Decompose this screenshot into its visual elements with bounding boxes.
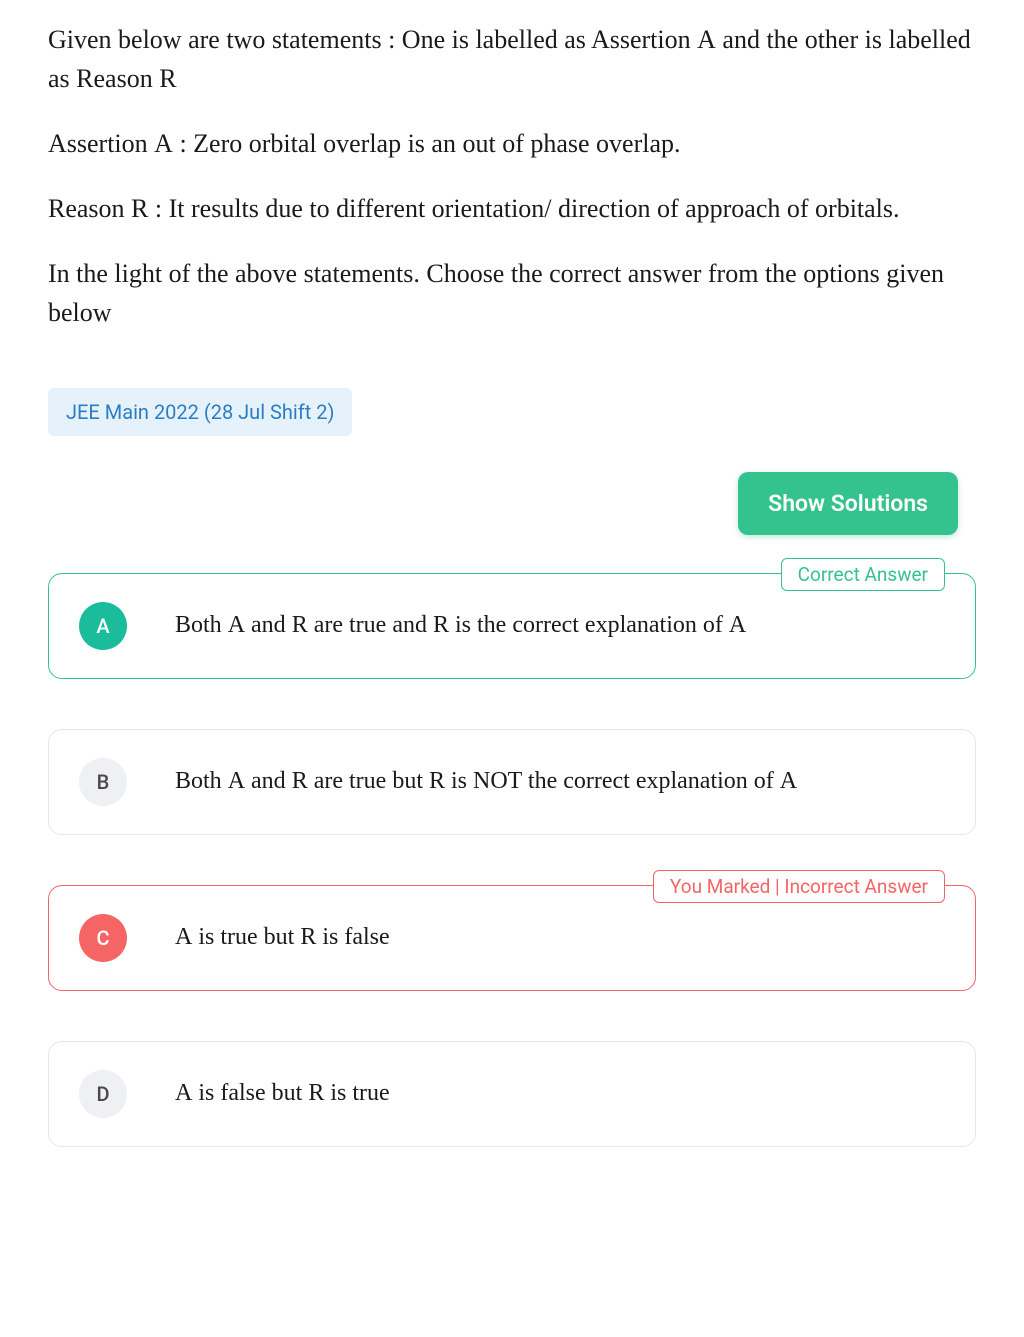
symbol-R: R — [429, 768, 445, 794]
text: and — [245, 612, 292, 638]
text: is true — [324, 1080, 389, 1106]
option-b-text: Both A and R are true but R is NOT the c… — [175, 763, 945, 800]
text: is true but — [192, 924, 300, 950]
text: is false — [316, 924, 389, 950]
option-letter-a: A — [79, 602, 127, 650]
text: and — [245, 768, 292, 794]
option-a-text: Both A and R are true and R is the corre… — [175, 607, 945, 644]
symbol-R: R — [433, 612, 449, 638]
incorrect-answer-badge: You Marked | Incorrect Answer — [653, 870, 945, 903]
symbol-R: R — [308, 1080, 324, 1106]
question-p1: Given below are two statements : One is … — [48, 20, 976, 98]
text: : Zero orbital overlap is an out of phas… — [173, 129, 681, 158]
option-c-card[interactable]: You Marked | Incorrect Answer C A is tru… — [48, 885, 976, 991]
solutions-row: Show Solutions — [48, 472, 976, 535]
symbol-A: A — [228, 612, 245, 638]
show-solutions-button[interactable]: Show Solutions — [738, 472, 958, 535]
text: Assertion — [48, 129, 154, 158]
option-d-text: A is false but R is true — [175, 1075, 945, 1112]
correct-answer-badge: Correct Answer — [781, 558, 945, 591]
symbol-R: R — [292, 768, 308, 794]
symbol-R: R — [131, 194, 148, 223]
question-p3: Reason R : It results due to different o… — [48, 189, 976, 228]
option-c-text: A is true but R is false — [175, 919, 945, 956]
option-a-card[interactable]: Correct Answer A Both A and R are true a… — [48, 573, 976, 679]
text: Both — [175, 612, 228, 638]
text: Both — [175, 768, 228, 794]
symbol-A: A — [175, 924, 192, 950]
text: are true and — [308, 612, 433, 638]
exam-tag-container: JEE Main 2022 (28 Jul Shift 2) — [48, 388, 976, 436]
question-block: Given below are two statements : One is … — [48, 20, 976, 332]
option-d-card[interactable]: D A is false but R is true — [48, 1041, 976, 1147]
symbol-A: A — [780, 768, 797, 794]
text: : It results due to different orientatio… — [148, 194, 899, 223]
option-letter-d: D — [79, 1070, 127, 1118]
text: is the correct explanation of — [449, 612, 729, 638]
exam-tag[interactable]: JEE Main 2022 (28 Jul Shift 2) — [48, 388, 352, 436]
question-p4: In the light of the above statements. Ch… — [48, 254, 976, 332]
symbol-A: A — [697, 25, 716, 54]
question-p2: Assertion A : Zero orbital overlap is an… — [48, 124, 976, 163]
option-b-card[interactable]: B Both A and R are true but R is NOT the… — [48, 729, 976, 835]
symbol-R: R — [292, 612, 308, 638]
symbol-R: R — [159, 64, 176, 93]
text: are true but — [308, 768, 429, 794]
options-list: Correct Answer A Both A and R are true a… — [48, 573, 976, 1147]
symbol-A: A — [154, 129, 173, 158]
option-letter-b: B — [79, 758, 127, 806]
symbol-A: A — [175, 1080, 192, 1106]
text: is false but — [192, 1080, 308, 1106]
symbol-R: R — [300, 924, 316, 950]
text: Given below are two statements : One is … — [48, 25, 697, 54]
text: is NOT the correct explanation of — [445, 768, 780, 794]
text: Reason — [48, 194, 131, 223]
symbol-A: A — [228, 768, 245, 794]
symbol-A: A — [729, 612, 746, 638]
option-letter-c: C — [79, 914, 127, 962]
